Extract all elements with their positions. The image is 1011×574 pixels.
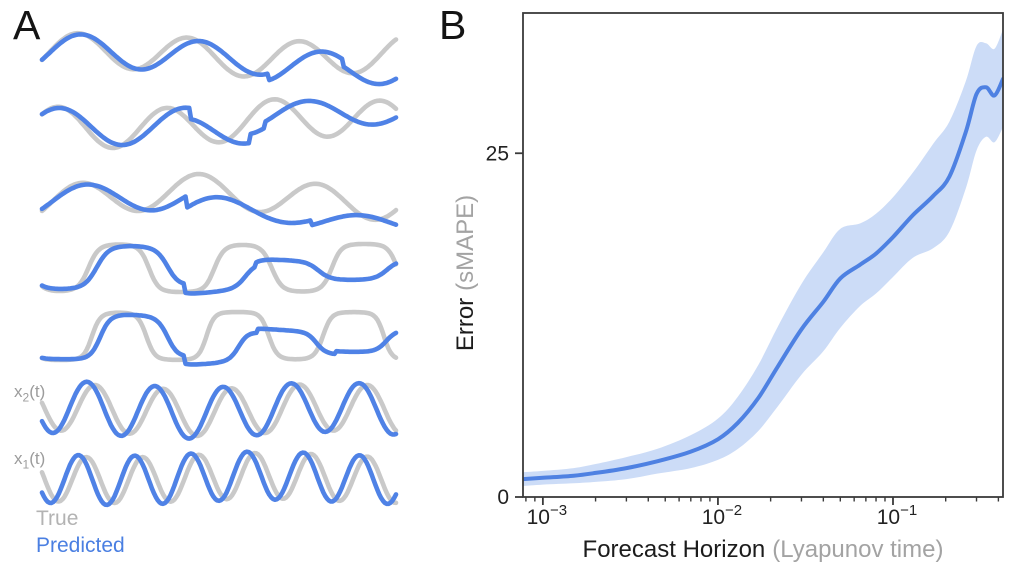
y-tick-label: 25 [486,142,509,165]
trace-4-true [39,241,399,295]
panel-a-traces [39,30,399,508]
trace-7-predicted [39,449,399,508]
trace-label-x2-rest: (t) [29,382,46,401]
y-axis-title-paren: (sMAPE) [452,194,479,291]
plot-frame [522,12,1004,498]
x-axis-title-paren: (Lyapunov time) [772,536,944,563]
y-tick-label: 0 [497,486,509,509]
trace-3-predicted [39,182,399,228]
trace-3-true [39,171,399,223]
trace-7-true [39,450,399,506]
x-tick-label: 10−3 [527,502,567,529]
y-axis-title: Error (sMAPE) [452,195,480,351]
trace-2-predicted [39,98,399,148]
y-axis-ticks [515,152,523,498]
y-axis-title-main: Error [452,297,479,352]
mean-line [523,77,1003,482]
x-axis-title-main: Forecast Horizon [582,536,766,563]
x-tick-label: 10−1 [877,502,917,529]
trace-1-predicted [39,32,399,87]
trace-label-x1-rest: (t) [29,449,46,468]
x-tick-label: 10−2 [702,502,742,529]
legend-predicted-label: Predicted [36,534,125,557]
x-axis-minor-ticks [525,497,1000,502]
trace-label-x2-sub: 2 [22,390,30,405]
trace-label-x1: x1(t) [14,450,45,470]
panel-a-label: A [13,2,41,48]
trace-6-true [39,382,399,439]
trace-4-predicted [39,243,399,296]
trace-5-predicted [39,312,399,367]
trace-label-x1-base: x [14,449,23,468]
trace-2-true [39,97,399,151]
trace-5-true [39,309,399,363]
legend-true-label: True [36,507,79,530]
confidence-band [523,29,1003,486]
trace-label-x2-base: x [14,382,23,401]
x-axis-major-ticks [541,497,894,505]
trace-label-x1-sub: 1 [22,457,30,472]
trace-6-predicted [39,379,399,441]
x-axis-title: Forecast Horizon (Lyapunov time) [523,536,1003,564]
trace-label-x2: x2(t) [14,383,45,403]
panel-b-label: B [439,2,467,48]
trace-1-true [39,30,399,79]
panel-b-plot: 10−3 10−2 10−1 0 25 [486,12,1004,529]
